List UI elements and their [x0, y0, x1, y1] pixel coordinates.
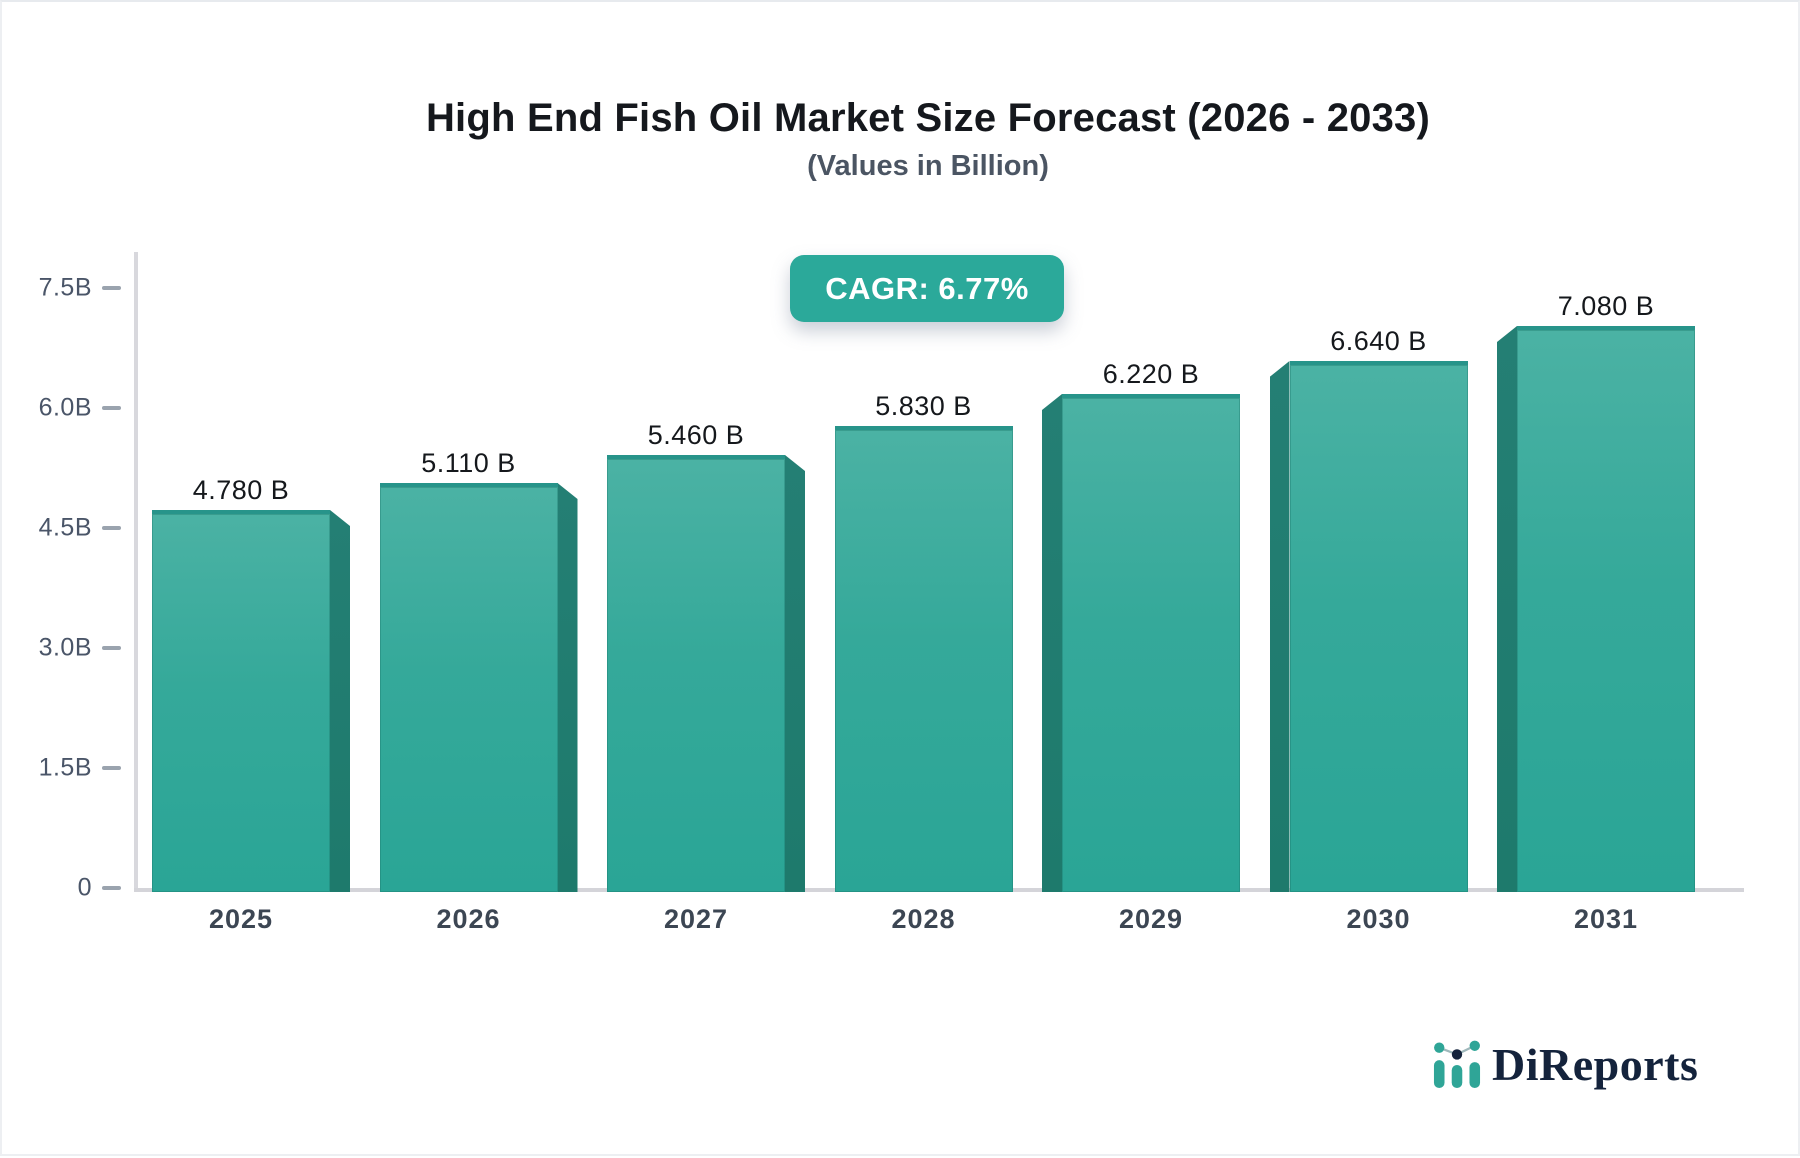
brand-logo: DiReports: [1432, 1040, 1698, 1088]
x-axis-label-2030: 2030: [1346, 904, 1411, 934]
y-axis-tick-mark: [102, 886, 121, 890]
y-axis-tick-label: 7.5B: [38, 273, 92, 302]
y-axis-line: [134, 252, 138, 892]
bar-value-label: 5.460 B: [647, 420, 745, 450]
y-axis-tick-mark: [102, 766, 121, 770]
bar-2028: [834, 426, 1013, 892]
bar-2029: [1062, 394, 1240, 892]
bar-3d-side: [330, 510, 350, 892]
x-axis-label-2029: 2029: [1118, 904, 1184, 934]
y-axis-tick-mark: [102, 646, 121, 650]
x-axis-label-2028: 2028: [891, 904, 956, 934]
bar-2027: [607, 455, 785, 892]
y-axis-tick-mark: [102, 526, 121, 530]
bar-value-label: 5.830 B: [875, 391, 972, 421]
y-axis-tick-mark: [102, 286, 121, 290]
cagr-badge: CAGR: 6.77%: [790, 255, 1064, 322]
bar-value-label: 5.110 B: [421, 448, 516, 478]
bar-2030: [1289, 361, 1468, 892]
y-axis-tick-mark: [102, 406, 121, 410]
bar-3d-side: [1497, 326, 1517, 892]
bar-3d-side: [785, 455, 805, 892]
y-axis-tick-label: 4.5B: [38, 513, 92, 542]
brand-logo-text: DiReports: [1492, 1039, 1699, 1090]
y-axis-tick-label: 1.5B: [38, 753, 92, 782]
bar-value-label: 6.640 B: [1330, 326, 1427, 356]
bar-3d-side: [1269, 361, 1290, 892]
bar-value-label: 7.080 B: [1557, 291, 1655, 321]
chart-subtitle: (Values in Billion): [807, 150, 1049, 182]
bar-line-chart-icon: [1433, 1040, 1481, 1088]
bar-3d-side: [557, 483, 578, 892]
x-axis-label-2026: 2026: [436, 904, 501, 934]
chart-title: High End Fish Oil Market Size Forecast (…: [425, 96, 1431, 140]
x-axis-label-2027: 2027: [663, 904, 729, 934]
bar-2026: [379, 483, 558, 892]
bar-2031: [1517, 326, 1695, 892]
x-axis-label-2025: 2025: [208, 904, 274, 934]
x-axis-label-2031: 2031: [1573, 904, 1639, 934]
bar-2025: [152, 510, 330, 892]
y-axis-tick-label: 3.0B: [38, 633, 92, 662]
bar-3d-side: [1042, 394, 1062, 892]
bar-value-label: 4.780 B: [192, 475, 290, 505]
y-axis-tick-label: 0: [77, 873, 92, 902]
y-axis-tick-label: 6.0B: [38, 393, 92, 422]
bar-value-label: 6.220 B: [1102, 359, 1200, 389]
